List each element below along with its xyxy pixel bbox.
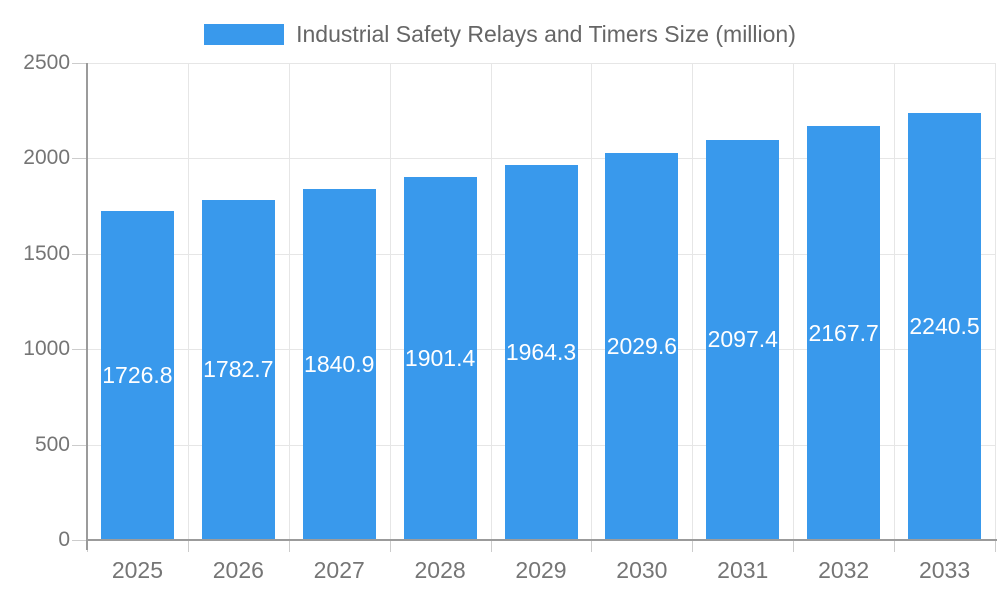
bar-value-2025: 1726.8 <box>102 361 173 388</box>
y-tick-label-0: 0 <box>58 528 70 551</box>
y-tick-label-500: 500 <box>34 432 70 456</box>
y-axis-line <box>86 63 88 550</box>
bar-value-2031: 2097.4 <box>707 326 778 353</box>
bar-value-2028: 1901.4 <box>404 345 476 372</box>
y-tick-label-1500: 1500 <box>23 241 70 265</box>
bar-value-2029: 1964.3 <box>505 339 577 366</box>
v-gridline-7 <box>793 63 795 540</box>
x-tick-label-2025: 2025 <box>111 557 164 583</box>
x-tick-label-2026: 2026 <box>212 557 264 583</box>
y-tick-label-1000: 1000 <box>23 337 70 361</box>
bar-value-2027: 1840.9 <box>304 350 375 377</box>
x-tick-6 <box>692 541 693 552</box>
h-gridline-2000 <box>87 158 995 160</box>
y-tick-2500 <box>72 63 87 64</box>
v-gridline-3 <box>389 63 391 540</box>
x-tick-label-2031: 2031 <box>717 557 769 583</box>
x-axis-line <box>86 539 997 541</box>
bar-value-2032: 2167.7 <box>808 319 879 346</box>
x-tick-3 <box>390 541 391 552</box>
x-tick-label-2028: 2028 <box>414 557 466 583</box>
x-tick-label-2027: 2027 <box>313 557 365 583</box>
bar-2033[interactable]: 2240.5 <box>908 112 982 540</box>
bar-2027[interactable]: 1840.9 <box>302 188 376 540</box>
bar-2032[interactable]: 2167.7 <box>807 126 881 540</box>
v-gridline-1 <box>187 63 189 540</box>
legend-item[interactable]: Industrial Safety Relays and Timers Size… <box>0 21 1000 48</box>
v-gridline-9 <box>995 63 996 540</box>
x-tick-8 <box>894 541 895 552</box>
y-tick-1000 <box>72 349 87 350</box>
x-tick-label-2030: 2030 <box>616 557 668 583</box>
bar-value-2026: 1782.7 <box>203 356 274 383</box>
bar-2026[interactable]: 1782.7 <box>201 199 275 540</box>
x-tick-7 <box>793 541 794 552</box>
bar-2031[interactable]: 2097.4 <box>706 139 780 540</box>
v-gridline-2 <box>288 63 290 540</box>
bar-2030[interactable]: 2029.6 <box>605 152 679 540</box>
bar-2029[interactable]: 1964.3 <box>504 165 578 540</box>
v-gridline-8 <box>894 63 896 540</box>
x-tick-1 <box>188 541 189 552</box>
x-tick-label-2032: 2032 <box>818 557 870 583</box>
legend-swatch <box>204 24 285 45</box>
y-tick-2000 <box>72 158 87 159</box>
y-tick-0 <box>72 540 87 541</box>
y-tick-label-2500: 2500 <box>23 51 70 74</box>
bar-2028[interactable]: 1901.4 <box>403 177 477 540</box>
v-gridline-4 <box>490 63 492 540</box>
v-gridline-5 <box>591 63 593 540</box>
legend-label: Industrial Safety Relays and Timers Size… <box>296 21 796 47</box>
bar-value-2033: 2240.5 <box>909 312 980 339</box>
bar-2025[interactable]: 1726.8 <box>100 210 174 540</box>
x-tick-label-2033: 2033 <box>918 557 971 583</box>
x-tick-5 <box>591 541 592 552</box>
h-gridline-2500 <box>87 63 995 64</box>
bar-value-2030: 2029.6 <box>606 332 678 359</box>
v-gridline-6 <box>692 63 694 540</box>
x-tick-4 <box>491 541 492 552</box>
y-tick-1500 <box>72 254 87 255</box>
x-tick-label-2029: 2029 <box>515 557 567 583</box>
plot-area: 1726.8 1782.7 1840.9 1901.4 1964.3 2029.6 2097… <box>87 63 996 540</box>
y-tick-500 <box>72 445 87 446</box>
y-tick-label-2000: 2000 <box>23 146 70 170</box>
x-tick-2 <box>289 541 290 552</box>
x-tick-9 <box>995 541 996 552</box>
